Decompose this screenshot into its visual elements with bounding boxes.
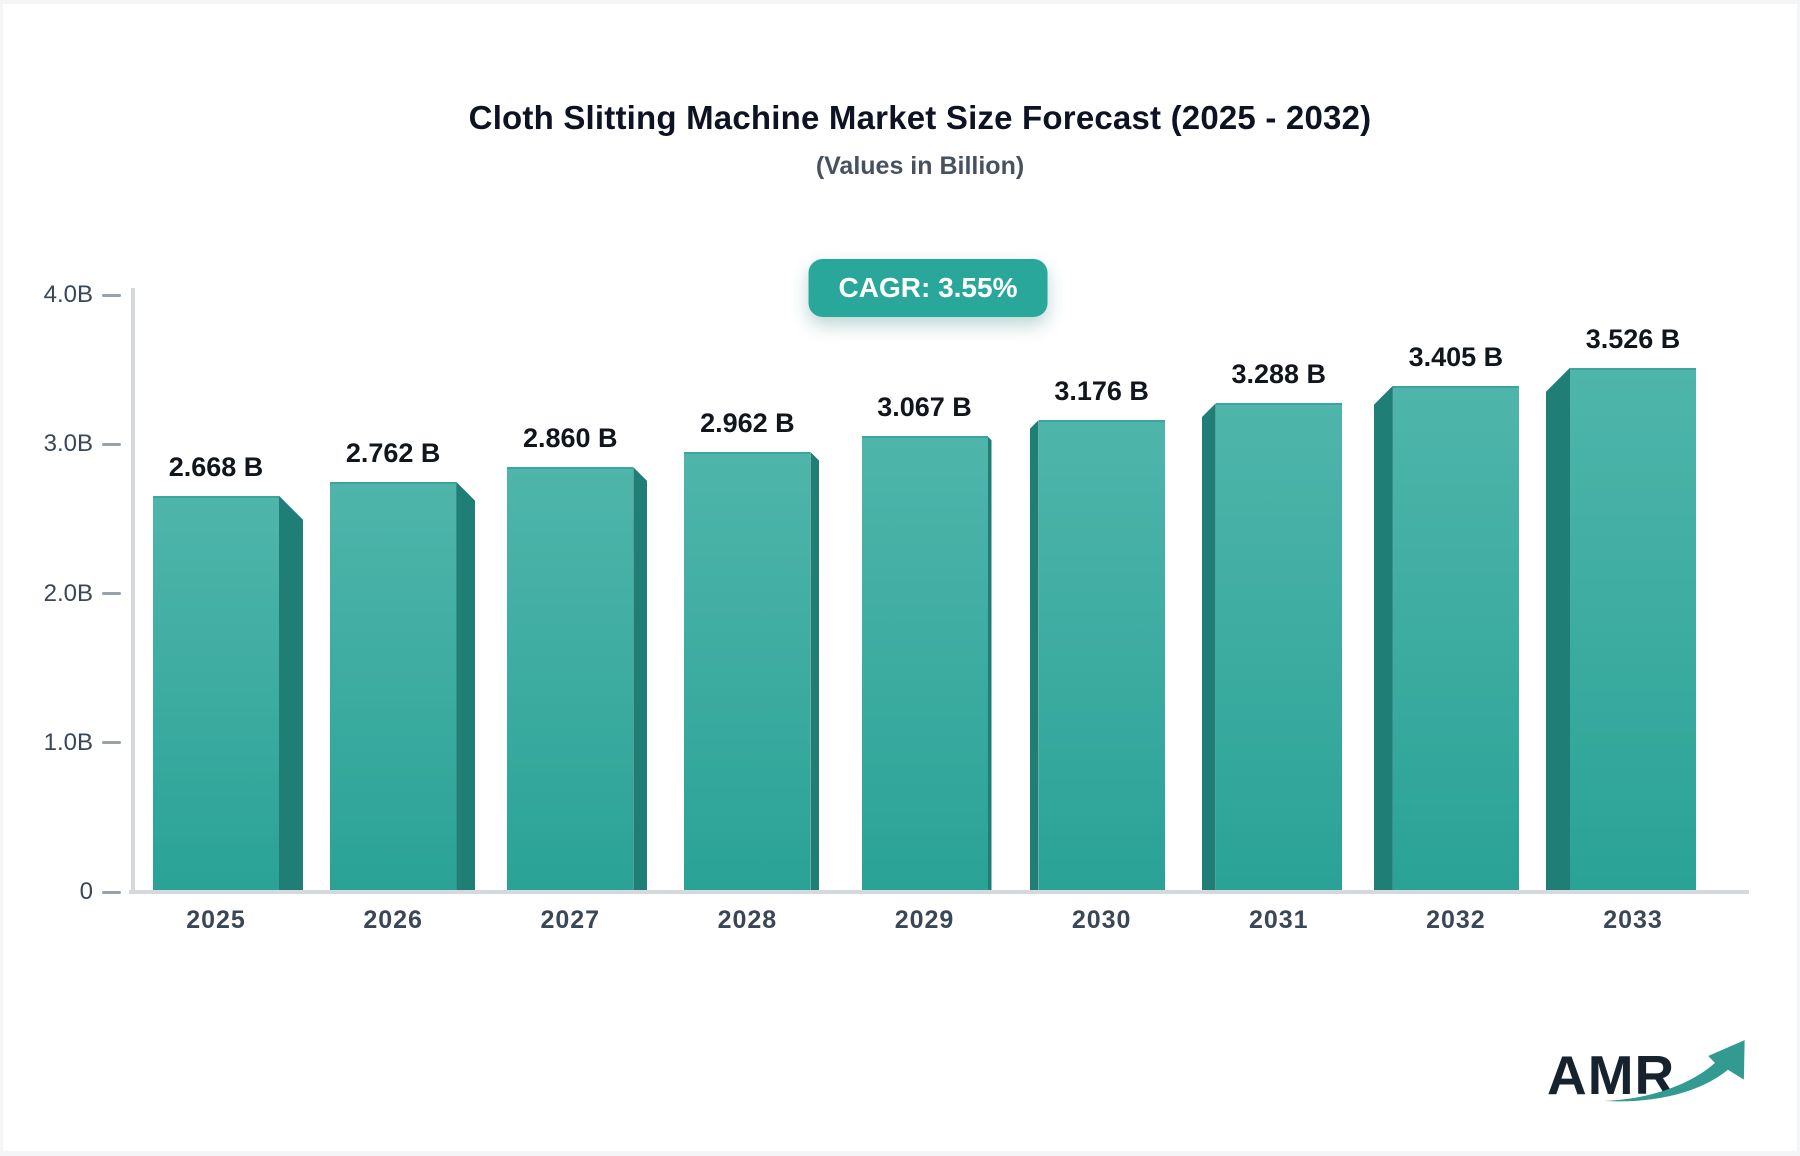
bar-face: [1038, 419, 1165, 894]
bar-value-label: 3.067 B: [877, 392, 972, 423]
bar-value-label: 2.962 B: [700, 407, 795, 438]
y-axis-label: 2.0B: [43, 579, 93, 607]
bar-value-label: 3.288 B: [1231, 359, 1327, 390]
y-axis-label: 0: [79, 878, 93, 905]
bar-value-label: 3.176 B: [1054, 375, 1149, 406]
y-axis-tick: [102, 592, 121, 595]
bar-value-label: 3.526 B: [1585, 323, 1681, 354]
bar-side-face: [810, 451, 820, 894]
chart-subtitle: (Values in Billion): [815, 152, 1025, 180]
bar-side-face: [633, 467, 648, 894]
y-axis-tick: [102, 890, 121, 894]
y-axis-line: [131, 288, 135, 894]
y-axis-label: 4.0B: [43, 281, 93, 308]
bar-face: [153, 495, 279, 894]
bar-side-face: [1373, 385, 1393, 894]
bar-value-label: 2.762 B: [345, 437, 441, 468]
x-axis-label: 2026: [363, 906, 423, 934]
bar-value-label: 3.405 B: [1408, 341, 1504, 372]
bar-2033[interactable]: [1546, 367, 1696, 894]
x-axis-line: [129, 890, 1749, 894]
x-axis-label: 2028: [717, 906, 778, 934]
bar-face: [1392, 385, 1519, 894]
y-axis-tick: [102, 741, 121, 745]
x-axis-label: 2025: [186, 906, 246, 934]
amr-logo-arrow-icon: [1604, 1040, 1745, 1102]
bar-2032[interactable]: [1373, 385, 1519, 894]
y-axis-label: 3.0B: [43, 430, 93, 458]
bar-2026[interactable]: [330, 481, 476, 894]
bar-side-face: [1546, 367, 1570, 894]
y-axis-tick: [102, 293, 121, 297]
amr-logo-text: AMR: [1547, 1044, 1676, 1106]
bar-2031[interactable]: [1201, 403, 1342, 894]
bar-face: [330, 481, 457, 894]
bar-face: [684, 451, 811, 894]
bar-side-face: [279, 495, 303, 894]
x-axis-label: 2033: [1603, 906, 1663, 934]
bar-face: [861, 436, 988, 894]
y-axis-label: 1.0B: [43, 728, 93, 756]
bar-face: [1570, 367, 1696, 894]
bar-2025[interactable]: [153, 495, 303, 894]
bar-value-label: 2.860 B: [522, 423, 618, 454]
x-axis-label: 2031: [1248, 906, 1309, 934]
chart-title: Cloth Slitting Machine Market Size Forec…: [468, 99, 1372, 136]
bar-side-face: [987, 436, 992, 894]
bar-face: [1215, 403, 1342, 894]
bar-face: [507, 467, 634, 894]
bar-value-label: 2.668 B: [168, 451, 264, 482]
cagr-badge: CAGR: 3.55%: [808, 259, 1048, 317]
bar-2028[interactable]: [684, 451, 820, 894]
y-axis-tick: [102, 442, 121, 446]
bar-2029[interactable]: [861, 436, 992, 894]
amr-logo: AMR: [1547, 1039, 1745, 1106]
x-axis-label: 2030: [1071, 906, 1132, 934]
bar-side-face: [456, 481, 476, 894]
bar-2027[interactable]: [507, 467, 648, 894]
bar-side-face: [1029, 419, 1039, 894]
x-axis-label: 2029: [894, 906, 955, 934]
bar-side-face: [1201, 403, 1216, 894]
x-axis-label: 2027: [540, 906, 601, 934]
x-axis-label: 2032: [1426, 906, 1486, 934]
bar-2030[interactable]: [1029, 419, 1165, 894]
